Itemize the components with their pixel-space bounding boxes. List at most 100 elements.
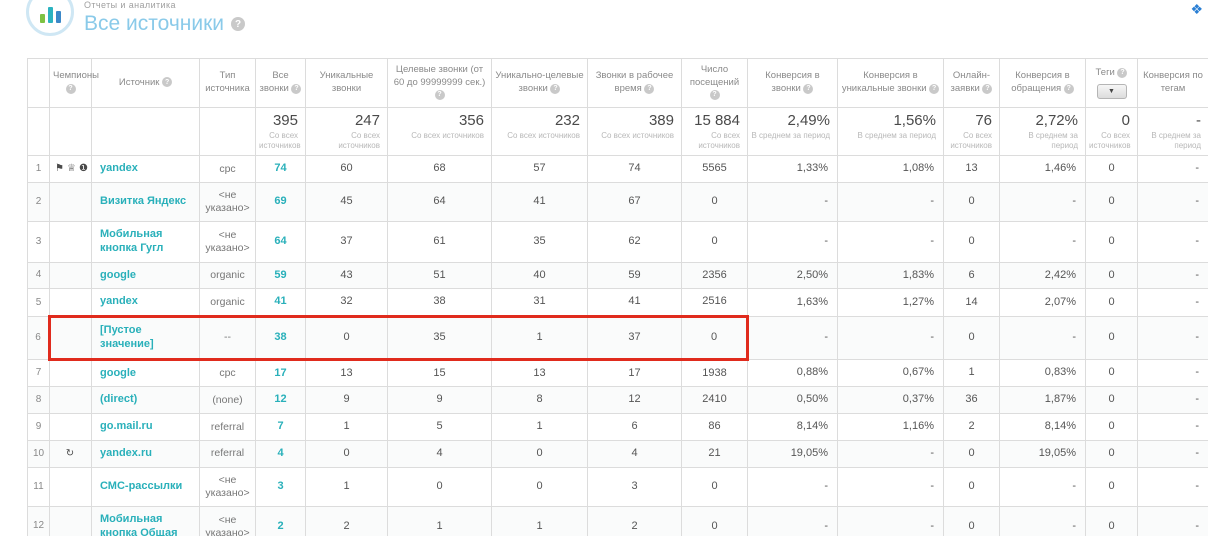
cell-conv_appeals: - <box>999 505 1086 536</box>
col-header-source[interactable]: Источник ? <box>91 57 200 109</box>
col-header-target[interactable]: Целевые звонки (от 60 до 99999999 сек.) … <box>387 57 492 109</box>
total-value: 395 <box>272 112 298 130</box>
table-row: 2 Визитка Яндекс <не указано> 69 45 64 41 67 0- -… <box>27 181 1208 223</box>
cell-conv_tags: - <box>1137 181 1208 223</box>
col-header-online[interactable]: Онлайн-заявки ? <box>943 57 1000 109</box>
col-header-working[interactable]: Звонки в рабочее время ? <box>587 57 682 109</box>
calls-count-link[interactable]: 12 <box>274 393 287 406</box>
col-header-label: Чемпионы <box>53 70 99 82</box>
col-header-calls[interactable]: Все звонки ? <box>255 57 306 109</box>
calls-count-link[interactable]: 4 <box>277 446 284 459</box>
help-icon[interactable]: ? <box>803 83 814 94</box>
help-icon[interactable]: ? <box>644 83 655 94</box>
help-icon[interactable]: ? <box>1117 67 1128 78</box>
total-caption: В среднем за период <box>857 131 936 141</box>
col-header-tags[interactable]: Теги ? ▼ <box>1085 57 1138 109</box>
help-icon[interactable]: ? <box>550 83 561 94</box>
calls-count-link[interactable]: 38 <box>274 331 287 344</box>
source-link[interactable]: yandex <box>100 162 138 175</box>
cell-conv_unique: 1,16% <box>837 413 944 441</box>
col-header-conv_unique[interactable]: Конверсия в уникальные звонки ? <box>837 57 944 109</box>
help-icon[interactable]: ? <box>162 77 173 88</box>
calls-count-link[interactable]: 64 <box>274 235 287 248</box>
total-type <box>199 107 256 157</box>
page-title-row: Все источники ? <box>84 12 246 36</box>
cell-unique_target: 1 <box>491 413 588 441</box>
col-header-num[interactable] <box>27 57 50 109</box>
cell-unique_target: 0 <box>491 439 588 468</box>
total-caption: Со всех источников <box>1089 131 1131 151</box>
col-header-unique_target[interactable]: Уникально-целевые звонки ? <box>491 57 588 109</box>
source-link[interactable]: Визитка Яндекс <box>100 195 187 208</box>
col-header-conv_appeals[interactable]: Конверсия в обращения ? <box>999 57 1086 109</box>
total-caption: Со всех источников <box>259 131 301 151</box>
help-icon[interactable]: ? <box>929 83 940 94</box>
source-link[interactable]: Мобильная кнопка Гугл <box>100 228 164 254</box>
help-icon[interactable]: ? <box>65 83 76 94</box>
logo-bar-green <box>39 14 45 23</box>
total-caption: Со всех источников <box>601 131 674 141</box>
cell-calls: 69 <box>255 181 306 223</box>
calls-count-link[interactable]: 7 <box>277 420 284 433</box>
cell-unique_target: 8 <box>491 386 588 415</box>
help-icon[interactable]: ? <box>291 83 302 94</box>
source-link[interactable]: google <box>100 268 137 281</box>
help-icon[interactable]: ? <box>982 83 993 94</box>
source-link[interactable]: go.mail.ru <box>100 420 153 433</box>
source-link[interactable]: (direct) <box>100 393 138 406</box>
col-header-label: Целевые звонки (от 60 до 99999999 сек.) <box>393 64 486 88</box>
help-icon[interactable]: ? <box>1063 83 1074 94</box>
calls-count-link[interactable]: 17 <box>274 366 287 379</box>
cell-unique: 13 <box>305 358 388 388</box>
cell-source: google <box>91 261 200 290</box>
cell-type: organic <box>199 288 256 318</box>
total-caption: Со всех источников <box>338 131 380 151</box>
cell-num: 3 <box>27 221 50 263</box>
cell-conv_calls: - <box>747 181 838 223</box>
cell-target: 61 <box>387 221 492 263</box>
total-source <box>91 107 200 157</box>
calls-count-link[interactable]: 41 <box>274 295 287 308</box>
cell-target: 9 <box>387 386 492 415</box>
col-header-conv_calls[interactable]: Конверсия в звонки ? <box>747 57 838 109</box>
cell-type: <не указано> <box>199 181 256 223</box>
col-header-champions[interactable]: Чемпионы ? <box>49 57 99 109</box>
cell-source: yandex <box>91 288 200 318</box>
cell-champions <box>48 315 92 361</box>
cell-conv_tags: - <box>1137 358 1208 388</box>
col-header-label: Число посещений <box>689 64 740 88</box>
cell-visits: 0 <box>681 315 749 361</box>
cell-tags: 0 <box>1085 466 1138 507</box>
col-header-conv_tags[interactable]: Конверсия по тегам <box>1137 57 1208 109</box>
source-link[interactable]: СМС-рассылки <box>100 479 183 492</box>
header-action-icon[interactable]: ❖ <box>1190 1 1203 17</box>
col-header-label: Тип источника <box>205 70 250 95</box>
cell-num: 9 <box>27 413 50 441</box>
help-icon[interactable]: ? <box>709 90 720 101</box>
calls-count-link[interactable]: 69 <box>274 195 287 208</box>
source-link[interactable]: Мобильная кнопка Общая <box>100 512 178 536</box>
source-link[interactable]: google <box>100 366 137 379</box>
source-link[interactable]: yandex.ru <box>100 446 152 459</box>
cell-online: 0 <box>943 439 1000 468</box>
cell-visits: 0 <box>681 221 748 263</box>
cell-conv_tags: - <box>1137 386 1208 415</box>
col-header-unique[interactable]: Уникальные звонки <box>305 57 388 109</box>
source-link[interactable]: [Пустое значение] <box>100 324 154 350</box>
calls-count-link[interactable]: 3 <box>277 479 284 492</box>
source-link[interactable]: yandex <box>100 295 138 308</box>
col-header-visits[interactable]: Число посещений ? <box>681 57 748 109</box>
title-help-icon[interactable]: ? <box>231 17 246 31</box>
total-value: 247 <box>354 112 380 130</box>
col-header-type[interactable]: Тип источника <box>199 57 256 109</box>
help-icon[interactable]: ? <box>434 90 445 101</box>
sources-table-head: Чемпионы ? Источник ? Тип источника Все зво… <box>27 57 1208 157</box>
tags-filter-dropdown[interactable]: ▼ <box>1096 84 1127 100</box>
calls-count-link[interactable]: 59 <box>274 268 287 281</box>
col-header-label: Конверсия в уникальные звонки <box>841 70 927 95</box>
calls-count-link[interactable]: 2 <box>277 519 284 532</box>
cell-num: 2 <box>27 181 50 223</box>
calls-count-link[interactable]: 74 <box>274 162 287 175</box>
cell-conv_calls: - <box>747 466 838 507</box>
